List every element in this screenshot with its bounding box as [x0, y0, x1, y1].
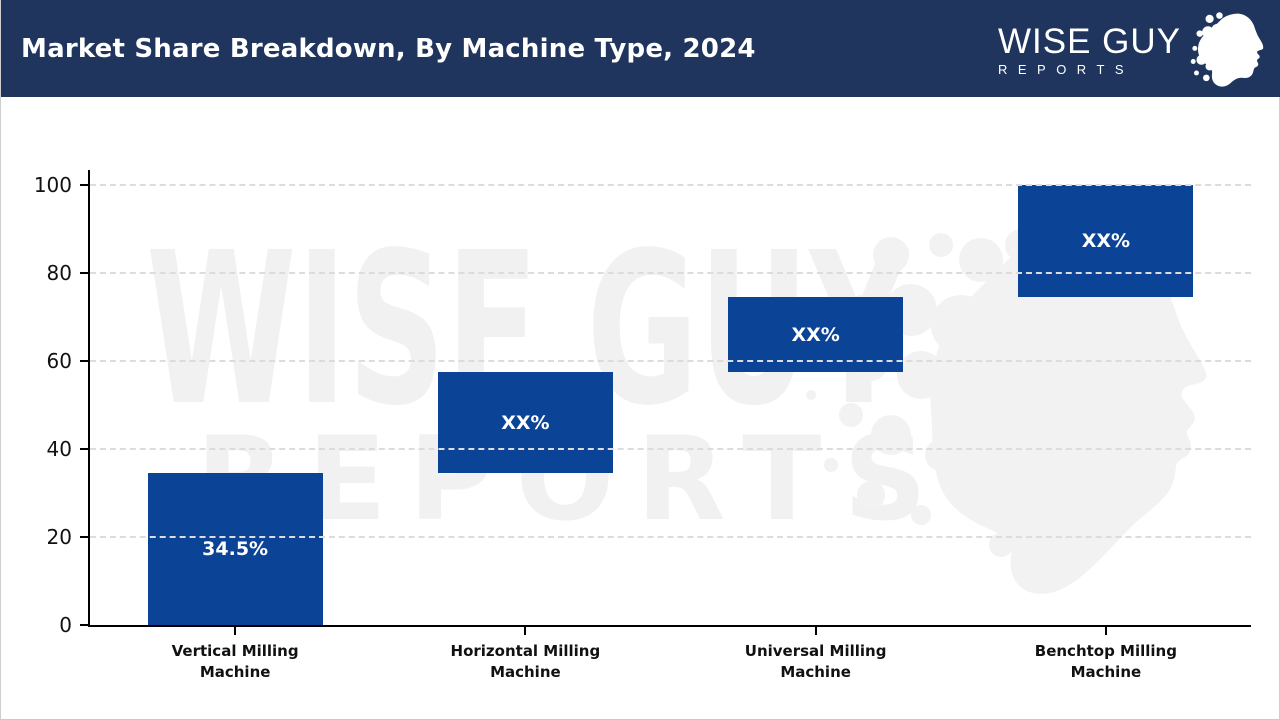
- bar-value-label: XX%: [791, 323, 840, 346]
- chart-title: Market Share Breakdown, By Machine Type,…: [21, 33, 756, 64]
- bar-segment: XX%: [728, 297, 904, 372]
- y-tick: [80, 360, 88, 362]
- brand-head-icon: [1190, 12, 1264, 87]
- y-tick-label: 40: [46, 437, 72, 461]
- logo-wordmark: WISE GUY: [997, 21, 1181, 61]
- x-tick: [524, 627, 527, 635]
- x-tick: [814, 627, 817, 635]
- brand-logo: WISE GUY REPORTS: [998, 8, 1267, 92]
- plot-area: 0 20 40 60 80 100 34.5% Vertical Milling Machine…: [34, 170, 1251, 681]
- y-tick-label: 60: [46, 349, 72, 373]
- x-tick: [234, 627, 237, 635]
- y-tick-label: 0: [59, 613, 72, 637]
- x-category-label: Horizontal Milling Machine: [450, 642, 601, 681]
- bar-value-label: XX%: [501, 411, 550, 434]
- y-tick: [80, 184, 88, 186]
- brand-logo-text: WISE GUY REPORTS: [997, 21, 1181, 78]
- y-tick-label: 100: [33, 173, 72, 197]
- bar-segment: XX%: [1018, 185, 1194, 298]
- gridline: [90, 448, 1251, 450]
- bar-segment: 34.5%: [147, 473, 323, 625]
- header: Market Share Breakdown, By Machine Type,…: [1, 0, 1280, 97]
- bar-segment: XX%: [437, 372, 613, 474]
- gridline: [90, 272, 1251, 274]
- gridline: [90, 184, 1251, 186]
- x-category-label: Vertical Milling Machine: [171, 642, 299, 681]
- gridline: [90, 360, 1251, 362]
- logo-subtext: REPORTS: [997, 62, 1135, 78]
- y-tick: [80, 448, 88, 450]
- gridline: [90, 536, 1251, 538]
- x-category-label: Universal Milling Machine: [744, 642, 887, 681]
- y-tick: [80, 272, 88, 274]
- x-category-label: Benchtop Milling Machine: [1034, 642, 1177, 681]
- bar-value-label: 34.5%: [202, 538, 269, 561]
- x-tick: [1104, 627, 1107, 635]
- bar-value-label: XX%: [1081, 230, 1131, 253]
- y-tick-label: 20: [46, 525, 72, 549]
- y-tick: [80, 536, 88, 538]
- y-tick-label: 80: [46, 261, 72, 285]
- y-tick: [80, 624, 88, 626]
